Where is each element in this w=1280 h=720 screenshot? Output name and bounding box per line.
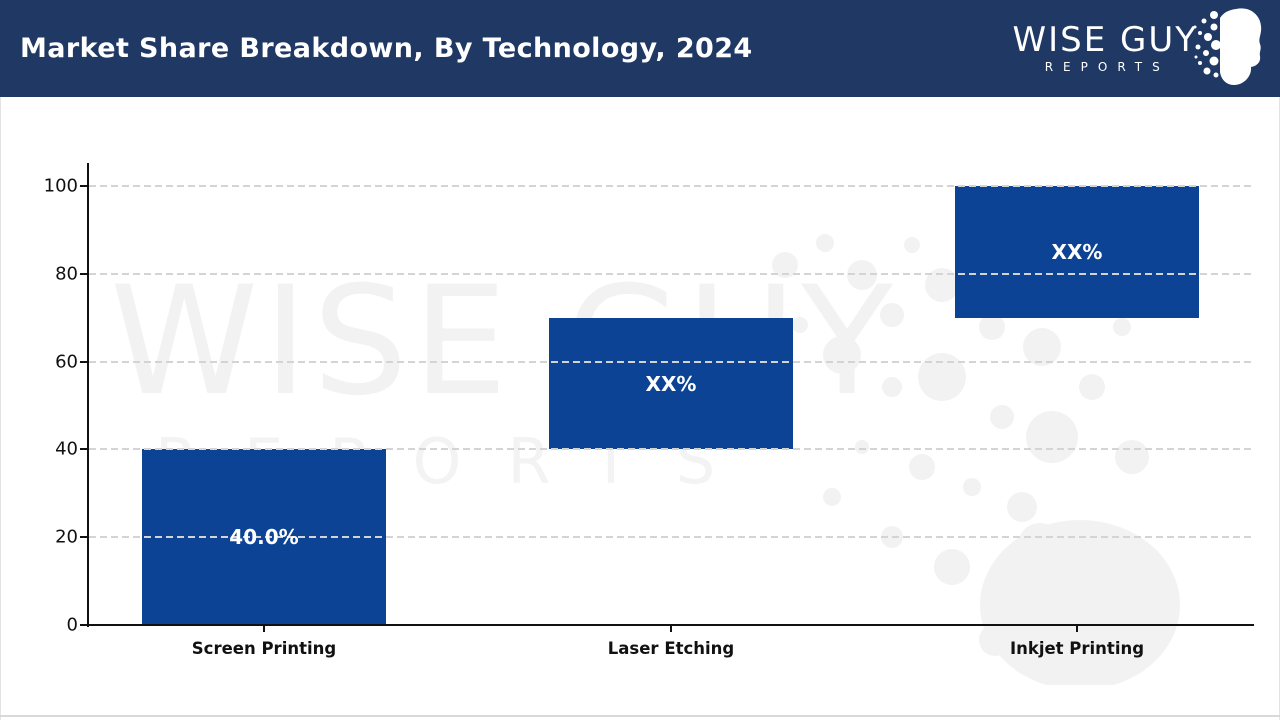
gridline-80	[89, 272, 1252, 275]
bar-value-label: XX%	[645, 371, 697, 396]
y-tick-label: 20	[55, 526, 78, 548]
bar-value-label: XX%	[1051, 239, 1103, 264]
bar-value-label: 40.0%	[229, 525, 299, 550]
y-tick-mark	[80, 272, 87, 275]
logo-wordmark-line1: WISE GUY	[1012, 19, 1198, 60]
y-tick-mark	[80, 448, 87, 451]
y-tick-mark	[80, 536, 87, 539]
gridline-100	[89, 185, 1252, 187]
x-tick-mark	[263, 626, 265, 632]
logo-face-icon	[1192, 5, 1266, 93]
header-bar: Market Share Breakdown, By Technology, 2…	[0, 0, 1280, 97]
logo-wordmark-line2: REPORTS	[1044, 60, 1170, 75]
y-tick-label: 40	[55, 438, 78, 460]
brand-logo: WISE GUY REPORTS	[1012, 5, 1266, 93]
x-tick-mark	[1076, 626, 1078, 632]
y-tick-label: 60	[55, 351, 78, 373]
x-axis-spine	[87, 624, 1254, 626]
y-axis-spine	[87, 163, 89, 627]
y-tick-mark	[80, 360, 87, 363]
bar-2	[549, 317, 793, 450]
footer-divider	[0, 715, 1280, 717]
y-tick-label: 80	[55, 263, 78, 285]
gridline-20	[89, 536, 1252, 539]
gridline-40	[89, 448, 1252, 451]
x-tick-mark	[670, 626, 672, 632]
y-tick-mark	[80, 624, 87, 626]
y-tick-label: 0	[66, 614, 78, 636]
logo-wordmark: WISE GUY REPORTS	[1012, 19, 1198, 75]
left-edge-divider	[0, 97, 1, 720]
y-tick-label: 100	[43, 175, 78, 197]
x-category-label: Inkjet Printing	[1009, 639, 1145, 658]
y-tick-mark	[80, 185, 87, 187]
x-category-label: Laser Etching	[607, 639, 735, 658]
x-category-label: Screen Printing	[191, 639, 337, 658]
page-title: Market Share Breakdown, By Technology, 2…	[20, 33, 753, 64]
gridline-60	[89, 360, 1252, 363]
bar-3	[955, 186, 1199, 318]
